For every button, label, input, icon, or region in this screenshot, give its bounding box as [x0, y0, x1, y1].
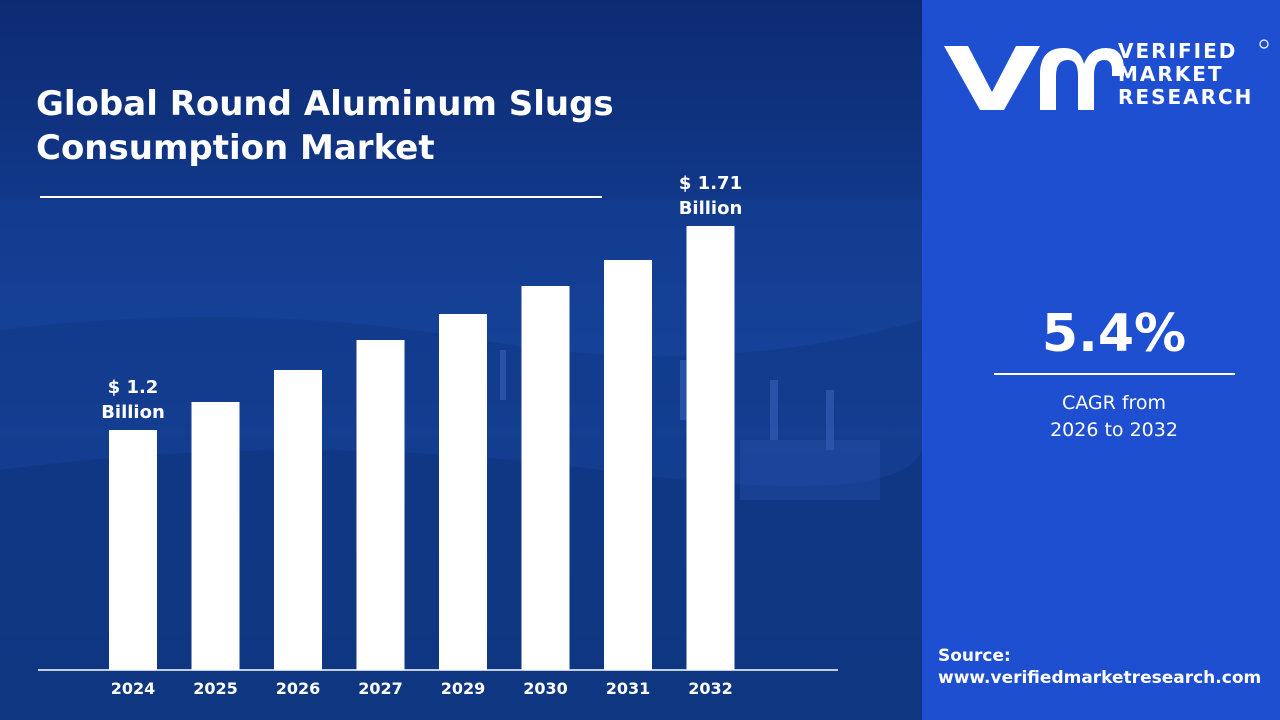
- bar-chart: 2024 2025 2026 2027 2029 2030 2031 2032 $ 1.2 Bi…: [38, 173, 838, 698]
- vmr-logo-icon: [944, 39, 1269, 110]
- cagr-value: 5.4%: [1041, 304, 1187, 364]
- data-label-2032: Billion: [679, 198, 743, 219]
- data-label-2024: Billion: [101, 402, 165, 423]
- bar-2025: [191, 402, 240, 670]
- bar-2032: [686, 226, 735, 670]
- x-tick-label: 2029: [441, 679, 486, 698]
- source-label: Source:: [938, 646, 1011, 666]
- bar-2027: [356, 340, 405, 670]
- bar-2031: [604, 260, 652, 670]
- data-label-2032: $ 1.71: [679, 173, 742, 194]
- title-divider: [40, 196, 602, 198]
- x-tick-label: 2026: [276, 679, 321, 698]
- bar-2026: [274, 370, 322, 670]
- summary-panel: VERIFIED MARKET RESEARCH 5.4% CAGR from …: [922, 0, 1280, 720]
- bar-2024: [109, 430, 157, 670]
- x-tick-label: 2025: [193, 679, 238, 698]
- source-url[interactable]: www.verifiedmarketresearch.com: [938, 668, 1262, 688]
- chart-title: Global Round Aluminum Slugs Consumption …: [36, 84, 614, 168]
- cagr-caption: CAGR from 2026 to 2032: [1050, 392, 1178, 441]
- chart-panel: Global Round Aluminum Slugs Consumption …: [0, 0, 922, 720]
- x-tick-label: 2030: [523, 679, 568, 698]
- cagr-divider: [994, 373, 1235, 375]
- logo-wordmark: VERIFIED MARKET RESEARCH: [1118, 39, 1254, 109]
- data-label-2024: $ 1.2: [108, 377, 159, 398]
- bar-2030: [521, 286, 570, 670]
- x-tick-label: 2032: [688, 679, 733, 698]
- x-tick-label: 2031: [606, 679, 651, 698]
- bar-2029: [439, 314, 487, 670]
- x-tick-label: 2024: [111, 679, 156, 698]
- x-tick-label: 2027: [358, 679, 403, 698]
